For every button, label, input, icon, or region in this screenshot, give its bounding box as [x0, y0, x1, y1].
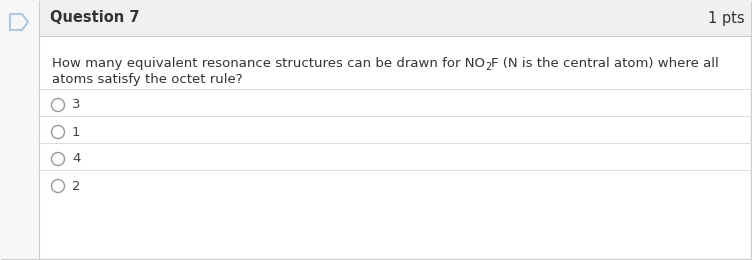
Text: 2: 2: [72, 179, 80, 192]
FancyBboxPatch shape: [39, 0, 751, 36]
Text: 3: 3: [72, 99, 80, 112]
Text: 2: 2: [485, 62, 491, 72]
Circle shape: [51, 179, 65, 192]
Text: atoms satisfy the octet rule?: atoms satisfy the octet rule?: [52, 74, 243, 87]
FancyBboxPatch shape: [1, 1, 39, 259]
Text: 1: 1: [72, 126, 80, 139]
Text: 4: 4: [72, 153, 80, 166]
Circle shape: [51, 126, 65, 139]
Circle shape: [51, 99, 65, 112]
Text: Question 7: Question 7: [50, 10, 140, 25]
Text: F (N is the central atom) where all: F (N is the central atom) where all: [491, 57, 719, 70]
Circle shape: [51, 153, 65, 166]
Text: 1 pts: 1 pts: [708, 10, 745, 25]
Text: How many equivalent resonance structures can be drawn for NO: How many equivalent resonance structures…: [52, 57, 485, 70]
